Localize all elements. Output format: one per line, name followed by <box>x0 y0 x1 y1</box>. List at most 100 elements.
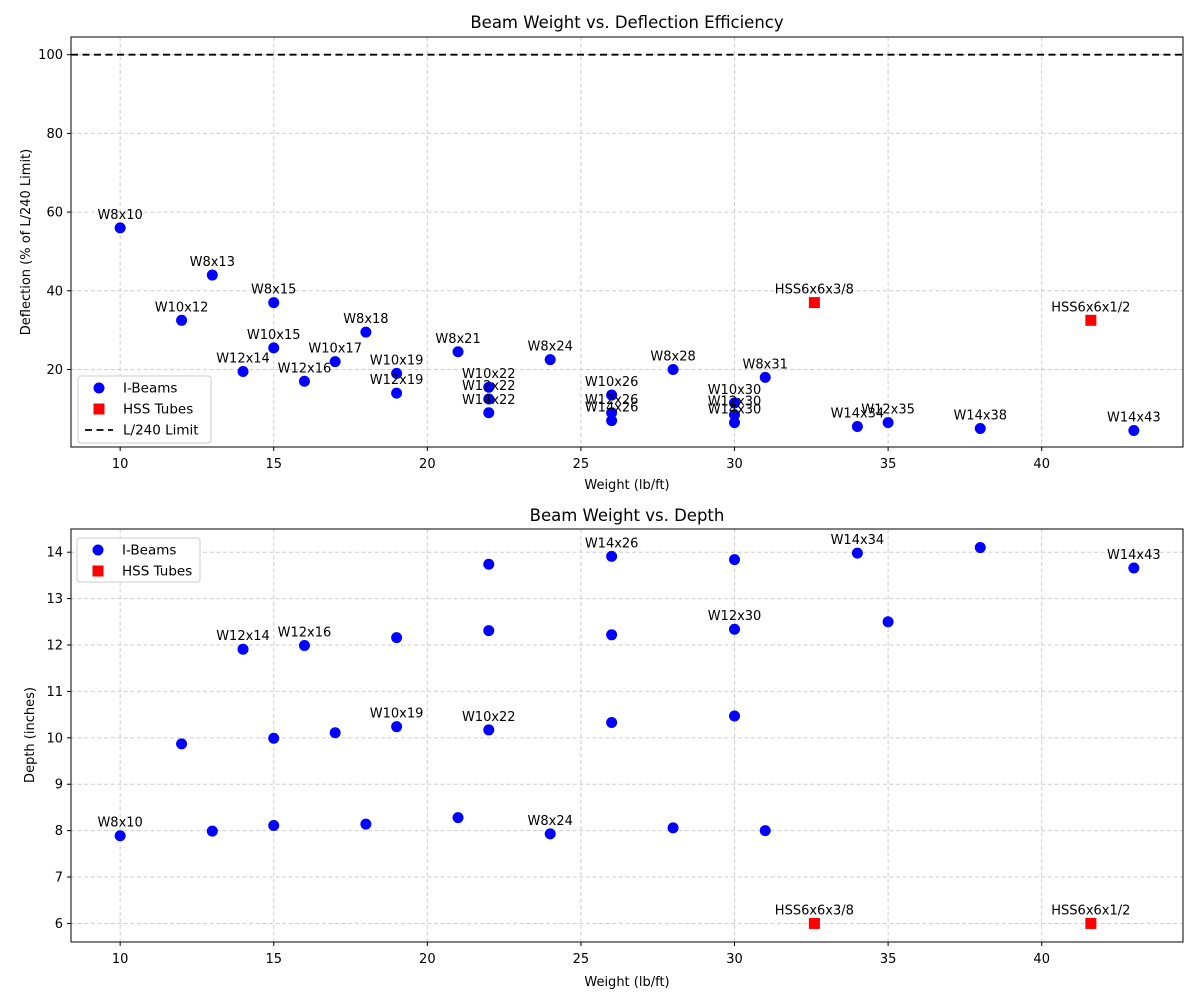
y-axis-label: Depth (inches) <box>23 687 38 783</box>
point-label: W8x10 <box>97 816 142 831</box>
x-tick-label: 20 <box>419 952 436 967</box>
point-w14x43 <box>1128 424 1140 436</box>
y-axis-label: Deflection (% of L/240 Limit) <box>19 149 34 335</box>
chart-title: Beam Weight vs. Deflection Efficiency <box>470 13 784 32</box>
point-w14x22 <box>483 558 495 570</box>
point-w8x13 <box>206 825 218 837</box>
point-w8x21 <box>452 346 464 358</box>
point-label: W8x13 <box>190 255 235 270</box>
point-label: W10x17 <box>308 342 362 357</box>
point-label: W10x12 <box>155 300 209 315</box>
y-tick-label: 9 <box>55 778 63 793</box>
legend-circle-marker <box>93 382 105 394</box>
point-label: W12x35 <box>861 403 915 418</box>
point-w8x10 <box>114 222 126 234</box>
y-tick-label: 20 <box>46 363 63 378</box>
point-label: W12x16 <box>278 625 332 640</box>
point-w14x38 <box>974 542 986 554</box>
point-label: HSS6x6x3/8 <box>775 283 854 298</box>
y-tick-label: 11 <box>46 685 63 700</box>
x-tick-label: 35 <box>880 457 897 472</box>
point-w8x28 <box>667 363 679 375</box>
point-label: W8x18 <box>343 312 388 327</box>
point-label: HSS6x6x1/2 <box>1051 300 1130 315</box>
point-w8x15 <box>268 297 280 309</box>
point-w10x19 <box>391 367 403 379</box>
point-w10x22 <box>483 381 495 393</box>
point-w12x30 <box>729 409 741 421</box>
point-hss6x6x1-2 <box>1085 917 1097 929</box>
point-w14x22 <box>483 407 495 419</box>
point-label: W8x21 <box>435 332 480 347</box>
y-tick-label: 8 <box>55 824 63 839</box>
y-tick-label: 10 <box>46 731 63 746</box>
point-label: W14x38 <box>953 409 1007 424</box>
point-w10x17 <box>329 356 341 368</box>
point-label: W12x14 <box>216 629 270 644</box>
x-tick-label: 30 <box>726 952 743 967</box>
point-label: W12x16 <box>278 361 332 376</box>
x-tick-label: 30 <box>726 457 743 472</box>
x-tick-label: 40 <box>1033 952 1050 967</box>
legend-frame <box>77 375 212 444</box>
point-label: W8x15 <box>251 283 296 298</box>
legend-item-label: L/240 Limit <box>123 423 199 439</box>
x-axis-label: Weight (lb/ft) <box>584 975 669 990</box>
deflection-chart: W8x10 W10x12 W8x13 W12x14 W8x15 W10x15 W12x16 W… <box>19 13 1184 493</box>
point-w14x34 <box>851 547 863 559</box>
point-label: W12x30 <box>708 609 762 624</box>
point-w10x12 <box>176 738 188 750</box>
legend-item-label: I-Beams <box>123 381 177 397</box>
point-hss6x6x3-8 <box>808 297 820 309</box>
point-label: W12x22 <box>462 379 516 394</box>
plot-frame <box>70 528 1184 943</box>
point-label: W14x26 <box>585 536 639 551</box>
point-w12x26 <box>606 407 618 419</box>
y-tick-label: 40 <box>46 284 63 299</box>
point-w8x31 <box>759 371 771 383</box>
point-label: W14x34 <box>831 407 885 422</box>
point-label: W8x10 <box>97 208 142 223</box>
x-tick-label: 40 <box>1033 457 1050 472</box>
legend: I-Beams HSS Tubes <box>76 537 201 583</box>
x-tick-label: 35 <box>880 952 897 967</box>
point-w8x15 <box>268 820 280 832</box>
point-label: W14x26 <box>585 401 639 416</box>
x-tick-label: 25 <box>573 952 590 967</box>
point-label: W14x43 <box>1107 410 1161 425</box>
point-w14x30 <box>729 554 741 566</box>
point-w10x17 <box>329 727 341 739</box>
point-label: W8x24 <box>528 814 573 829</box>
y-tick-label: 6 <box>55 917 63 932</box>
point-label: W14x34 <box>831 533 885 548</box>
point-w12x26 <box>606 629 618 641</box>
point-w10x26 <box>606 389 618 401</box>
point-w14x26 <box>606 415 618 427</box>
point-label: HSS6x6x3/8 <box>775 903 854 918</box>
point-w14x43 <box>1128 562 1140 574</box>
point-label: W8x24 <box>528 340 573 355</box>
point-w12x35 <box>882 616 894 628</box>
point-w8x24 <box>544 354 556 366</box>
point-label: W10x22 <box>462 367 516 382</box>
point-label: W10x30 <box>708 383 762 398</box>
point-w10x15 <box>268 342 280 354</box>
point-label: W10x19 <box>370 707 424 722</box>
point-label: W12x14 <box>216 351 270 366</box>
x-tick-label: 10 <box>112 952 129 967</box>
depth-chart: W8x10 W12x14 W12x16 W10x19 W10x22 W8x24 W14x26… <box>23 506 1184 990</box>
point-label: W10x19 <box>370 353 424 368</box>
point-label: W12x19 <box>370 373 424 388</box>
point-w10x12 <box>176 314 188 326</box>
y-tick-label: 100 <box>38 48 63 63</box>
point-w8x21 <box>452 812 464 824</box>
legend-circle-marker <box>92 544 104 556</box>
x-tick-label: 15 <box>265 457 282 472</box>
legend-frame <box>76 537 201 583</box>
point-w8x28 <box>667 822 679 834</box>
point-w10x19 <box>391 721 403 733</box>
point-w14x26 <box>606 550 618 562</box>
point-w14x30 <box>729 417 741 429</box>
